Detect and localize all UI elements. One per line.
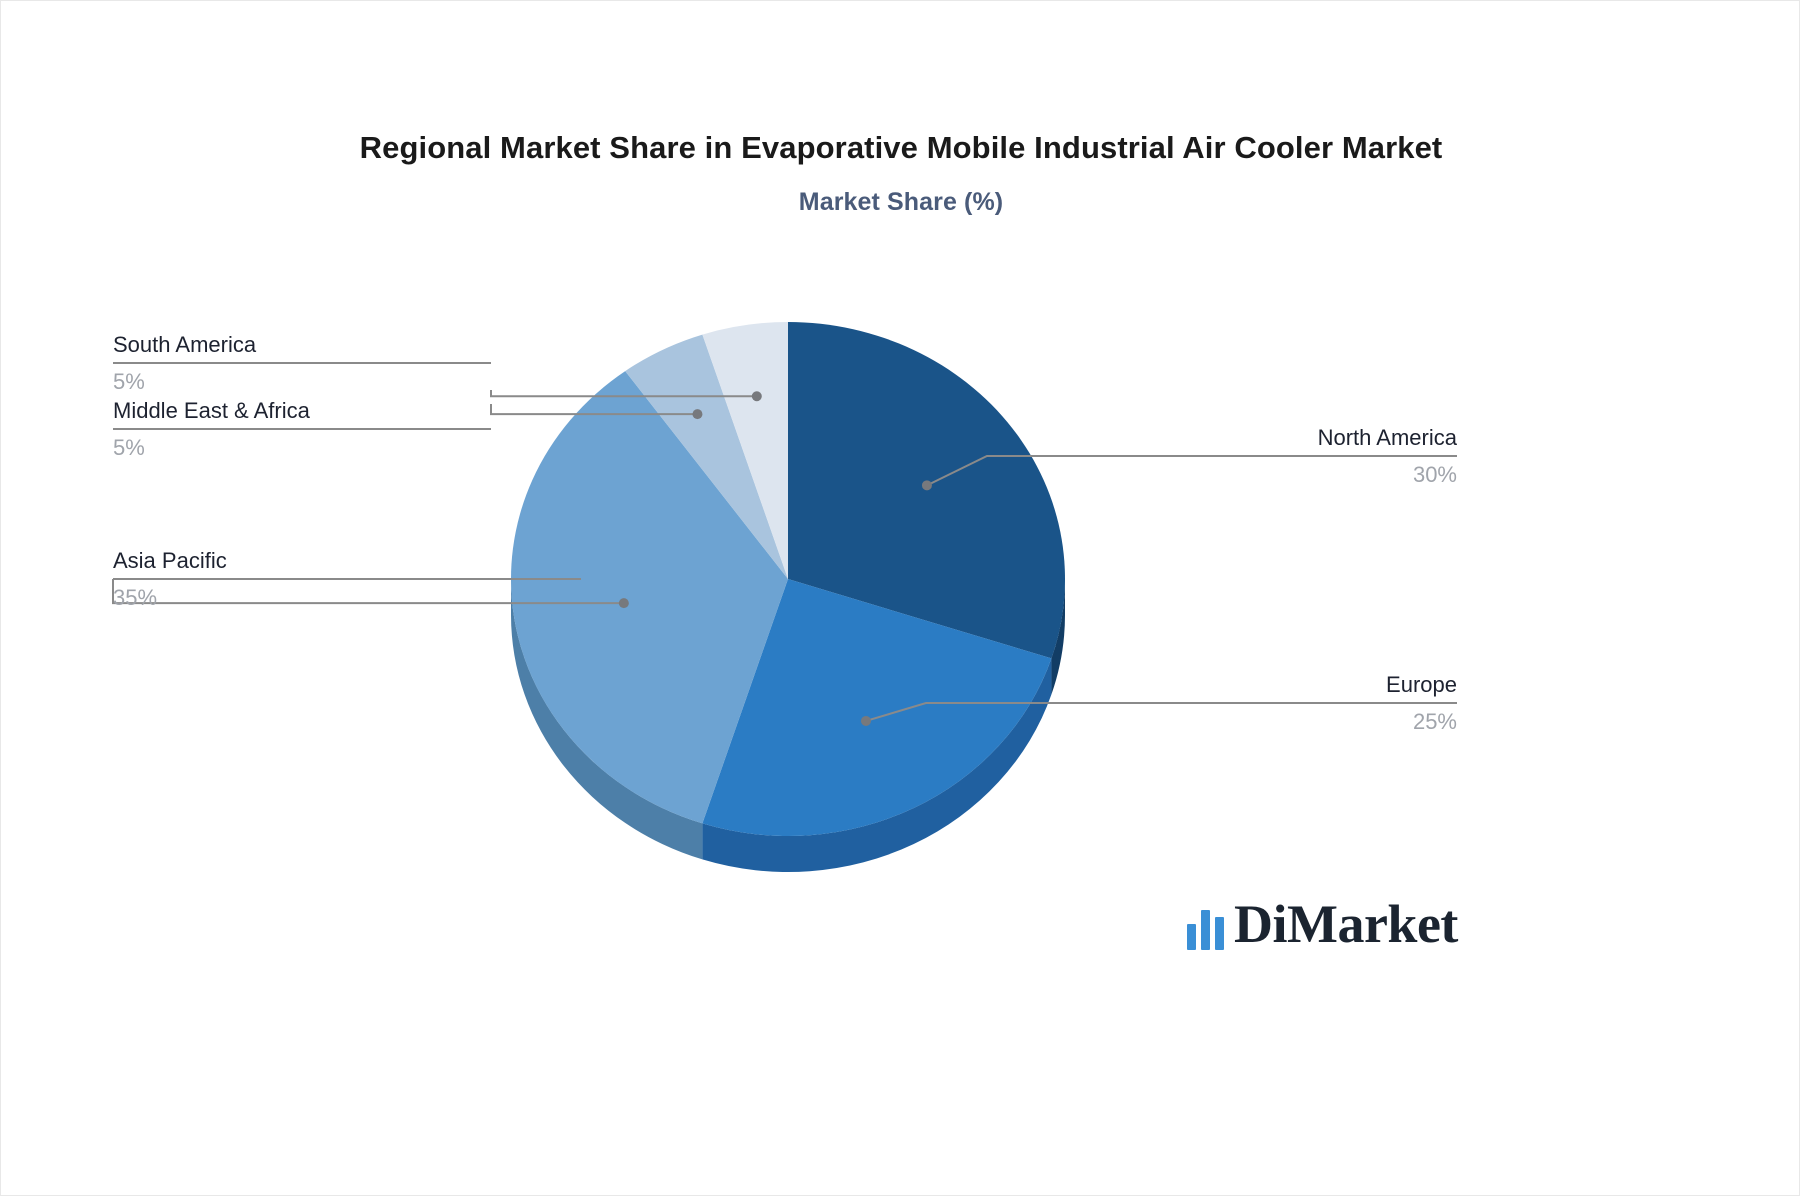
callout-asia-pacific: Asia Pacific 35% [113,547,581,611]
pie-slices [511,322,1065,836]
pie-slice-side [1051,579,1065,695]
callout-label: Europe [1386,672,1457,697]
callout-label: South America [113,332,257,357]
pie-slice-side [511,579,703,860]
dimarket-logo: DiMarket [1187,894,1458,954]
leader-line [490,390,757,398]
callout-value: 5% [113,368,145,394]
title-block: Regional Market Share in Evaporative Mob… [1,129,1800,217]
logo-bar-1 [1187,924,1196,951]
chart-subtitle: Market Share (%) [798,188,1004,217]
callout-north-america: North America 30% [1149,424,1457,488]
callout-rule [113,361,491,364]
logo-bar-3 [1215,917,1224,951]
pie-slice-middle-east-africa[interactable] [625,334,788,579]
callout-value: 35% [113,584,158,610]
leader-dot [921,480,932,491]
leader-dot [860,715,871,726]
callout-value: 30% [1412,461,1457,487]
page-title: Regional Market Share in Evaporative Mob… [359,130,1443,165]
bar-chart-icon [1187,904,1224,951]
callout-rule [1149,454,1457,457]
callout-value: 5% [113,434,145,460]
leader-dot [692,409,703,420]
pie-slice-north-america[interactable] [788,322,1065,659]
leader-dot [751,391,762,402]
callout-label: Asia Pacific [113,548,227,573]
callout-rule [1149,701,1457,704]
callout-label: Middle East & Africa [113,398,310,423]
logo-bar-2 [1201,910,1210,951]
callout-value: 25% [1412,708,1457,734]
pie-slice-south-america[interactable] [702,322,788,579]
callout-rule [113,577,581,580]
pie-slice-side [702,658,1052,872]
leader-line [490,404,698,416]
callout-rule [113,427,491,430]
pie-3d-sides [511,579,1065,872]
callout-europe: Europe 25% [1149,671,1457,735]
pie-slice-europe[interactable] [702,579,1052,836]
callout-south-america: South America 5% [113,331,491,395]
callout-middle-east-africa: Middle East & Africa 5% [113,397,491,461]
logo-text: DiMarket [1234,894,1458,954]
callout-label: North America [1317,425,1457,450]
leader-dot [618,598,629,609]
